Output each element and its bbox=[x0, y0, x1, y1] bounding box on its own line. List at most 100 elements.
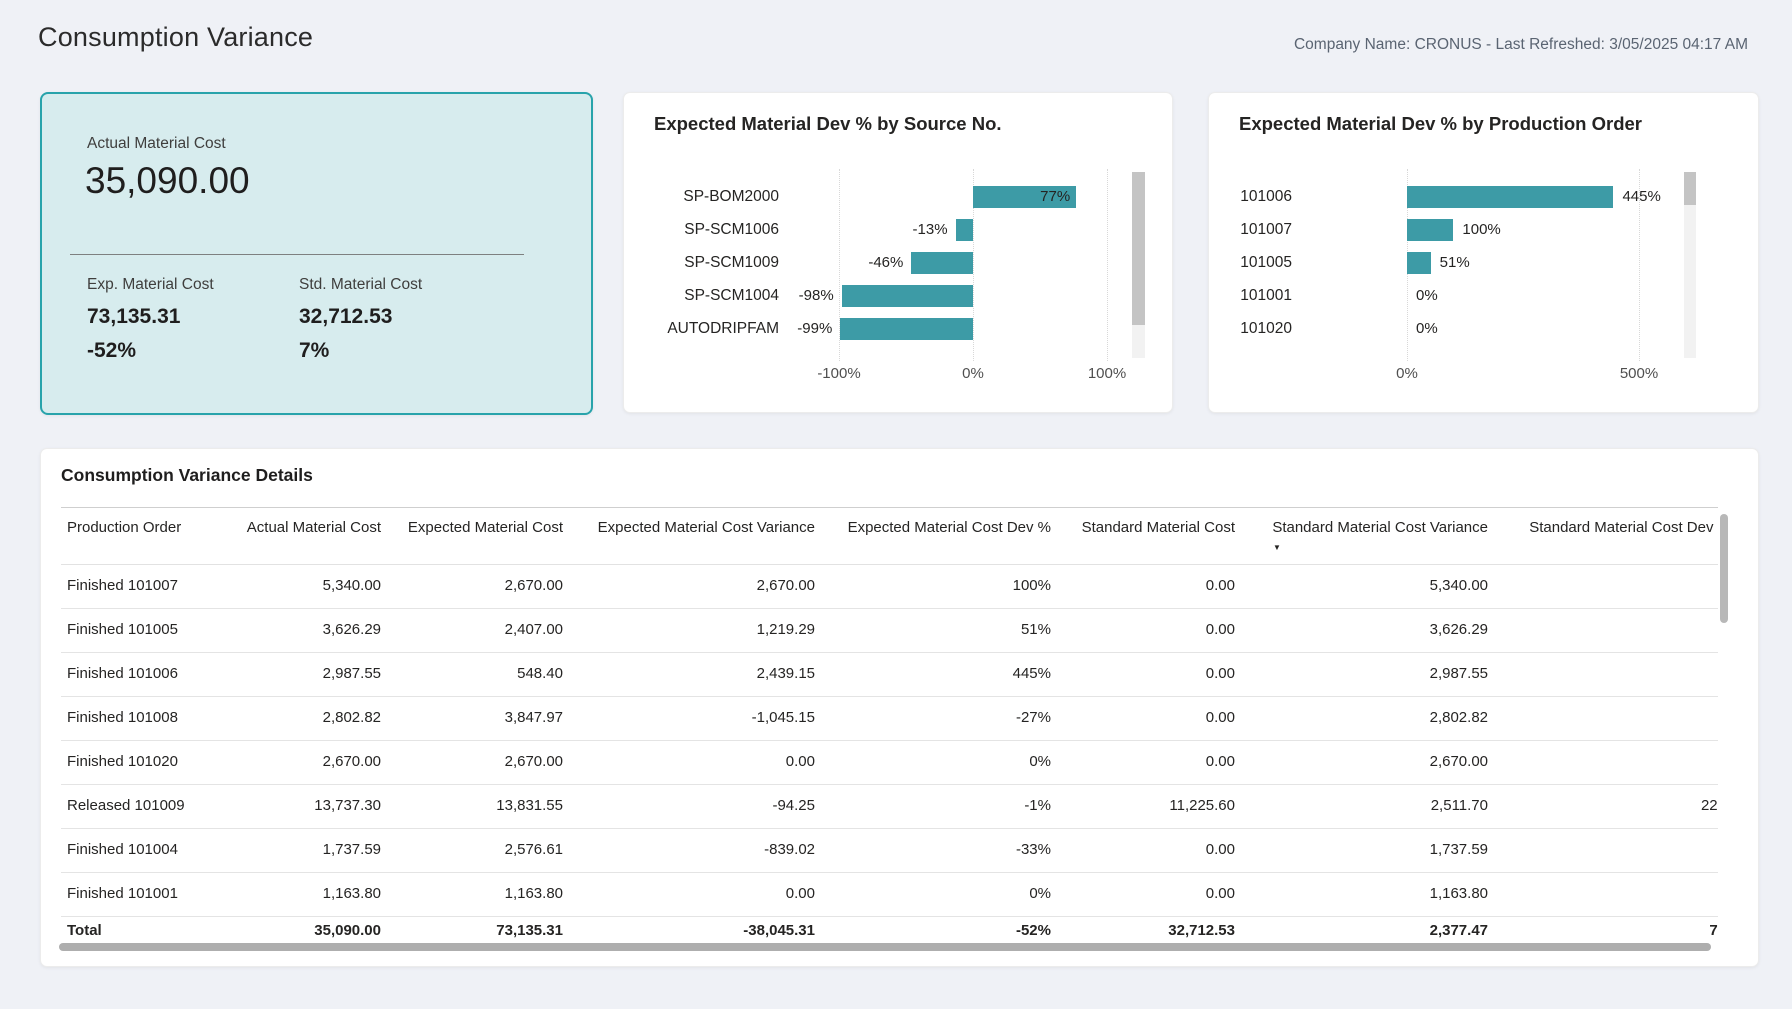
table-row[interactable]: Finished 101001 1,163.80 1,163.80 0.00 0% 0.0… bbox=[61, 873, 1718, 917]
value-cell bbox=[1488, 697, 1718, 740]
value-cell: 51% bbox=[1020, 621, 1051, 638]
production-order-cell: Finished 101020 bbox=[67, 753, 178, 770]
bar[interactable] bbox=[841, 285, 973, 307]
production-order-cell: Finished 101008 bbox=[67, 709, 178, 726]
value-cell: 548.40 bbox=[517, 665, 563, 682]
x-axis-tick-label: 500% bbox=[1619, 365, 1659, 382]
kpi-sub-pct-standard: 7% bbox=[299, 339, 330, 362]
bar[interactable] bbox=[955, 219, 973, 241]
bar-data-label: 0% bbox=[1416, 320, 1438, 337]
table-row[interactable]: Finished 101008 2,802.82 3,847.97 -1,045.15… bbox=[61, 697, 1718, 741]
bar-data-label: 0% bbox=[1416, 287, 1438, 304]
value-cell: 2,670.00 bbox=[504, 577, 563, 594]
bar[interactable] bbox=[840, 318, 973, 340]
bar-data-label: 100% bbox=[1462, 221, 1501, 238]
column-header[interactable]: Actual Material Cost bbox=[246, 519, 381, 536]
value-cell: -1% bbox=[1024, 797, 1051, 814]
actual-material-cost-kpi-card: Actual Material Cost 35,090.00 Exp. Mate… bbox=[40, 92, 593, 415]
value-cell: 1,163.80 bbox=[504, 885, 563, 902]
details-table: Production Order Actual Material Cost Expe… bbox=[61, 507, 1718, 939]
value-cell: 2,511.70 bbox=[1430, 797, 1488, 814]
value-cell: -27% bbox=[1015, 709, 1051, 726]
sort-descending-icon[interactable]: ▼ bbox=[1273, 543, 1281, 552]
value-cell: 13,831.55 bbox=[496, 797, 563, 814]
chart-title: Expected Material Dev % by Source No. bbox=[654, 113, 1002, 134]
kpi-label: Actual Material Cost bbox=[87, 135, 226, 152]
table-total-row: Total 35,090.00 73,135.31 -38,045.31 -52% 32,… bbox=[61, 917, 1718, 939]
table-row[interactable]: Finished 101005 3,626.29 2,407.00 1,219.29 5… bbox=[61, 609, 1718, 653]
category-label: 101020 bbox=[1240, 320, 1292, 337]
table-row[interactable]: Finished 101006 2,987.55 548.40 2,439.15 445… bbox=[61, 653, 1718, 697]
chart-scrollbar-thumb[interactable] bbox=[1684, 172, 1696, 205]
production-order-cell: Finished 101001 bbox=[67, 885, 178, 902]
column-header[interactable]: Standard Material Cost Variance bbox=[1272, 519, 1488, 536]
bar[interactable] bbox=[1407, 186, 1614, 208]
chart-scrollbar-track[interactable] bbox=[1684, 172, 1696, 358]
bar-data-label: -13% bbox=[912, 221, 948, 238]
value-cell: 2,670.00 bbox=[504, 753, 563, 770]
value-cell: 0% bbox=[1029, 753, 1051, 770]
category-label: SP-SCM1009 bbox=[684, 254, 779, 271]
column-header[interactable]: Expected Material Cost bbox=[407, 519, 563, 536]
table-horizontal-scrollbar[interactable] bbox=[59, 943, 1711, 951]
value-cell: 2,802.82 bbox=[322, 709, 381, 726]
value-cell: 2,802.82 bbox=[1429, 709, 1488, 726]
kpi-divider bbox=[70, 254, 524, 255]
x-axis-tick-label: 0% bbox=[962, 365, 984, 382]
bar[interactable] bbox=[973, 186, 1077, 208]
value-cell: 0.00 bbox=[1205, 621, 1235, 638]
category-label: 101005 bbox=[1240, 254, 1292, 271]
value-cell: -94.25 bbox=[772, 797, 815, 814]
table-row[interactable]: Finished 101020 2,670.00 2,670.00 0.00 0% 0.0… bbox=[61, 741, 1718, 785]
bar-data-label: 77% bbox=[1040, 188, 1071, 205]
column-header[interactable]: Expected Material Cost Variance bbox=[597, 519, 815, 536]
value-cell: 5,340.00 bbox=[1429, 577, 1488, 594]
table-vertical-scrollbar[interactable] bbox=[1720, 514, 1728, 623]
value-cell: 0.00 bbox=[1205, 841, 1235, 858]
column-header[interactable]: Production Order bbox=[67, 519, 182, 536]
column-header[interactable]: Standard Material Cost Dev % bbox=[1529, 519, 1718, 536]
value-cell: 0.00 bbox=[1205, 885, 1235, 902]
total-value-cell: 35,090.00 bbox=[314, 922, 381, 939]
column-header[interactable]: Standard Material Cost bbox=[1081, 519, 1235, 536]
category-label: SP-BOM2000 bbox=[683, 188, 779, 205]
value-cell: 0.00 bbox=[1205, 709, 1235, 726]
table-row[interactable]: Finished 101007 5,340.00 2,670.00 2,670.00 1… bbox=[61, 565, 1718, 609]
table-title: Consumption Variance Details bbox=[61, 465, 313, 485]
table-row[interactable]: Released 101009 13,737.30 13,831.55 -94.25 -… bbox=[61, 785, 1718, 829]
x-axis-tick-label: 100% bbox=[1087, 365, 1127, 382]
value-cell bbox=[1488, 653, 1718, 696]
value-cell bbox=[1488, 829, 1718, 872]
value-cell: 0.00 bbox=[785, 753, 815, 770]
value-cell bbox=[1488, 741, 1718, 784]
category-label: AUTODRIPFAM bbox=[667, 320, 779, 337]
value-cell: 2,407.00 bbox=[504, 621, 563, 638]
value-cell: -839.02 bbox=[764, 841, 815, 858]
chart-dev-by-source-no: Expected Material Dev % by Source No. -1… bbox=[623, 92, 1173, 413]
consumption-variance-details-card: Consumption Variance Details Production … bbox=[40, 448, 1759, 967]
kpi-sub-value-expected: 73,135.31 bbox=[87, 305, 181, 328]
bar-data-label: -46% bbox=[868, 254, 904, 271]
production-order-cell: Finished 101006 bbox=[67, 665, 178, 682]
kpi-sub-label-expected: Exp. Material Cost bbox=[87, 276, 214, 293]
value-cell: 1,737.59 bbox=[1429, 841, 1488, 858]
column-header[interactable]: Expected Material Cost Dev % bbox=[847, 519, 1051, 536]
value-cell: 2,439.15 bbox=[756, 665, 815, 682]
bar[interactable] bbox=[911, 252, 973, 274]
x-axis-tick-label: -100% bbox=[817, 365, 861, 382]
value-cell: 100% bbox=[1012, 577, 1051, 594]
value-cell: 0.00 bbox=[1205, 665, 1235, 682]
category-label: SP-SCM1004 bbox=[684, 287, 779, 304]
production-order-cell: Finished 101005 bbox=[67, 621, 178, 638]
value-cell: 3,626.29 bbox=[322, 621, 381, 638]
bar[interactable] bbox=[1407, 219, 1454, 241]
x-gridline bbox=[839, 169, 840, 361]
value-cell: -1,045.15 bbox=[751, 709, 815, 726]
bar[interactable] bbox=[1407, 252, 1431, 274]
x-axis-tick-label: 0% bbox=[1396, 365, 1418, 382]
kpi-value: 35,090.00 bbox=[85, 160, 250, 201]
chart-scrollbar-thumb[interactable] bbox=[1132, 172, 1145, 325]
table-row[interactable]: Finished 101004 1,737.59 2,576.61 -839.02 -3… bbox=[61, 829, 1718, 873]
production-order-cell: Finished 101004 bbox=[67, 841, 178, 858]
value-cell: 2,670.00 bbox=[322, 753, 381, 770]
